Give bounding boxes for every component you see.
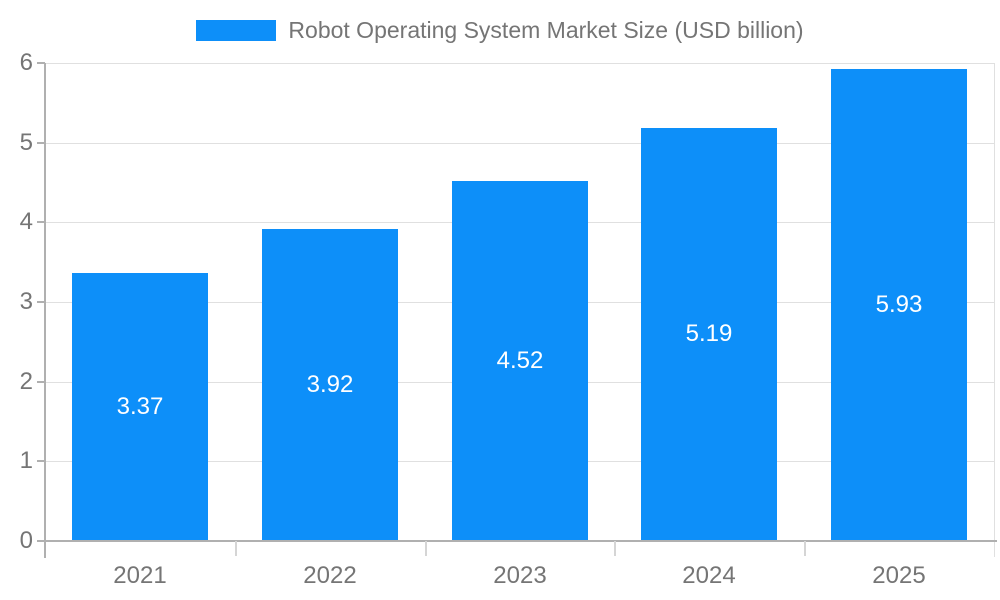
plot-right-border [994,63,995,557]
x-tick-label: 2021 [113,562,167,589]
x-tick-label: 2024 [682,562,736,589]
y-tick-label: 3 [19,288,33,315]
x-axis-boundary-tick [235,541,237,556]
bar-value-label: 3.37 [116,393,164,420]
bar-value-label: 4.52 [496,347,544,374]
legend-label: Robot Operating System Market Size (USD … [288,16,804,43]
y-tick-label: 2 [19,368,33,395]
y-axis-tick [37,540,45,542]
bar-value-label: 3.92 [306,371,354,398]
x-tick-label: 2022 [303,562,357,589]
y-tick-label: 1 [19,447,33,474]
bar-value-label: 5.19 [685,320,733,347]
bar: 4.52 [452,181,588,540]
legend-swatch [196,19,277,41]
bar: 3.37 [72,273,208,540]
y-axis-tick [37,381,45,383]
x-tick-label: 2023 [493,562,547,589]
bar-value-label: 5.93 [875,291,923,318]
y-tick-label: 6 [19,49,33,76]
x-axis-line [44,540,997,542]
x-axis-boundary-tick [804,541,806,556]
y-tick-label: 4 [19,208,33,235]
bar: 5.93 [831,69,967,540]
y-axis-tick [37,221,45,223]
y-tick-label: 5 [19,129,33,156]
bar: 5.19 [641,128,777,540]
y-axis-tick [37,301,45,303]
x-axis-boundary-tick [614,541,616,556]
y-axis-tick [37,142,45,144]
gridline [45,63,994,64]
y-tick-label: 0 [19,527,33,554]
y-axis-tick [37,62,45,64]
gridline [45,143,994,144]
x-axis-boundary-tick [425,541,427,556]
x-tick-label: 2025 [872,562,926,589]
y-axis-line [44,63,46,558]
bar: 3.92 [262,229,398,540]
legend: Robot Operating System Market Size (USD … [0,14,1000,46]
y-axis-tick [37,460,45,462]
